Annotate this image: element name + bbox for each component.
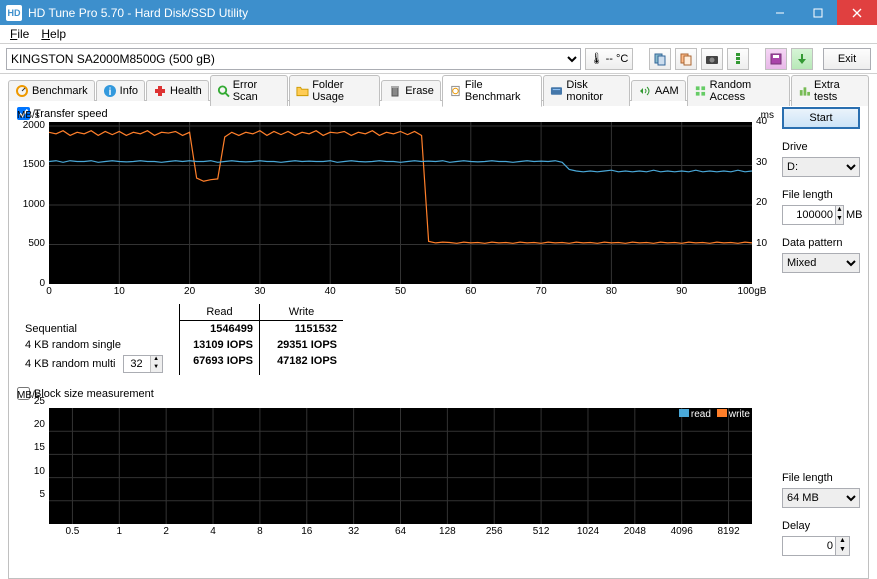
- queue-depth-input[interactable]: [124, 358, 150, 370]
- copy-info-icon[interactable]: [649, 48, 671, 70]
- spin-up-icon[interactable]: ▲: [836, 206, 843, 215]
- tab-extratests[interactable]: Extra tests: [791, 75, 869, 106]
- row-rnd-multi: 4 KB random multi ▲▼: [19, 353, 179, 375]
- col-read: Read: [179, 304, 259, 321]
- tab-label: Folder Usage: [312, 79, 373, 103]
- exit-button[interactable]: Exit: [823, 48, 871, 70]
- transfer-speed-label: Transfer speed: [34, 108, 108, 120]
- queue-depth-spinner[interactable]: ▲▼: [123, 355, 163, 373]
- block-legend: read write: [679, 409, 750, 420]
- tab-label: Info: [120, 85, 138, 97]
- transfer-chart-wrap: MB/s ms 20001500100050004030201001020304…: [49, 122, 752, 284]
- transfer-chart: [49, 122, 752, 284]
- block-size-label: Block size measurement: [34, 388, 154, 400]
- spin-down-icon[interactable]: ▼: [836, 215, 843, 224]
- delay-input[interactable]: [782, 536, 836, 556]
- rnd-multi-read: 67693 IOPS: [179, 353, 259, 375]
- spin-up-icon[interactable]: ▲: [836, 537, 849, 546]
- app-icon: HD: [6, 5, 22, 21]
- tab-diskmonitor[interactable]: Disk monitor: [543, 75, 629, 106]
- legend-write: write: [729, 409, 750, 420]
- save-icon[interactable]: [765, 48, 787, 70]
- block-chart-wrap: MB/s read write 2520151050.5124816326412…: [49, 402, 752, 524]
- delay-spinner: ▲▼: [782, 536, 860, 556]
- close-button[interactable]: [837, 0, 877, 25]
- tab-label: Benchmark: [32, 85, 88, 97]
- copy-screenshot-icon[interactable]: [675, 48, 697, 70]
- drive-select-wrap: KINGSTON SA2000M8500G (500 gB): [6, 48, 581, 70]
- pattern-select[interactable]: Mixed: [782, 253, 860, 273]
- block-chart-svg: [49, 408, 752, 524]
- filelen2-label: File length: [782, 472, 860, 484]
- tab-label: Extra tests: [814, 79, 862, 103]
- filelen-unit: MB: [846, 205, 863, 225]
- transfer-chart-svg: [49, 122, 752, 284]
- titlebar: HD HD Tune Pro 5.70 - Hard Disk/SSD Util…: [0, 0, 877, 25]
- minimize-button[interactable]: [761, 0, 799, 25]
- tab-label: Erase: [405, 85, 434, 97]
- tab-aam[interactable]: AAM: [631, 80, 686, 101]
- spin-down-icon[interactable]: ▼: [836, 546, 849, 555]
- tab-label: Random Access: [710, 79, 783, 103]
- main-panel: Transfer speed MB/s ms 20001500100050004…: [8, 100, 869, 579]
- menu-file[interactable]: File: [4, 25, 35, 43]
- pattern-label: Data pattern: [782, 237, 860, 249]
- legend-read-swatch: [679, 409, 689, 417]
- options-icon[interactable]: [727, 48, 749, 70]
- tab-label: Health: [170, 85, 202, 97]
- block-chart: read write: [49, 408, 752, 524]
- menubar: File Help: [0, 25, 877, 44]
- tab-errorscan[interactable]: Error Scan: [210, 75, 288, 106]
- drive-label: Drive: [782, 141, 860, 153]
- rnd-multi-label: 4 KB random multi: [25, 358, 115, 370]
- tab-label: File Benchmark: [465, 79, 536, 103]
- svg-text:i: i: [108, 87, 111, 98]
- transfer-speed-checkbox[interactable]: Transfer speed: [17, 107, 774, 120]
- filelen2-select[interactable]: 64 MB: [782, 488, 860, 508]
- tab-randomaccess[interactable]: Random Access: [687, 75, 790, 106]
- delay-label: Delay: [782, 520, 860, 532]
- spin-down-icon[interactable]: ▼: [150, 364, 162, 372]
- start-button[interactable]: Start: [782, 107, 860, 129]
- filelen-input[interactable]: [782, 205, 836, 225]
- drive-letter-select[interactable]: D:: [782, 157, 860, 177]
- filelen-spinner: ▲▼ MB: [782, 205, 860, 225]
- toolbar: KINGSTON SA2000M8500G (500 gB) 🌡 -- °C E…: [0, 44, 877, 74]
- seq-write: 1151532: [259, 321, 343, 337]
- tab-strip: Benchmark i Info Health Error Scan Folder…: [0, 74, 877, 100]
- filelen-label: File length: [782, 189, 860, 201]
- rnd-single-read: 13109 IOPS: [179, 337, 259, 353]
- tab-erase[interactable]: Erase: [381, 80, 441, 101]
- col-write: Write: [259, 304, 343, 321]
- results-table: Read Write Sequential 1546499 1151532 4 …: [19, 304, 774, 375]
- temperature-display: 🌡 -- °C: [585, 48, 633, 70]
- legend-read: read: [691, 409, 711, 420]
- rnd-single-write: 29351 IOPS: [259, 337, 343, 353]
- legend-write-swatch: [717, 409, 727, 417]
- drive-select[interactable]: KINGSTON SA2000M8500G (500 gB): [6, 48, 581, 70]
- right-column: Start Drive D: File length ▲▼ MB Data pa…: [782, 107, 860, 572]
- tab-filebenchmark[interactable]: File Benchmark: [442, 75, 543, 107]
- screenshot-icon[interactable]: [701, 48, 723, 70]
- spin-up-icon[interactable]: ▲: [150, 356, 162, 364]
- temperature-value: -- °C: [606, 53, 629, 65]
- block-size-checkbox[interactable]: Block size measurement: [17, 387, 774, 400]
- window-title: HD Tune Pro 5.70 - Hard Disk/SSD Utility: [28, 6, 761, 20]
- seq-read: 1546499: [179, 321, 259, 337]
- thermometer-icon: 🌡: [590, 52, 604, 65]
- left-column: Transfer speed MB/s ms 20001500100050004…: [17, 107, 774, 572]
- tab-label: Error Scan: [233, 79, 282, 103]
- maximize-button[interactable]: [799, 0, 837, 25]
- menu-help[interactable]: Help: [35, 25, 72, 43]
- tab-folderusage[interactable]: Folder Usage: [289, 75, 380, 106]
- tab-health[interactable]: Health: [146, 80, 209, 101]
- row-rnd-single: 4 KB random single: [19, 337, 179, 353]
- tab-info[interactable]: i Info: [96, 80, 145, 101]
- load-icon[interactable]: [791, 48, 813, 70]
- tab-label: AAM: [655, 85, 679, 97]
- rnd-multi-write: 47182 IOPS: [259, 353, 343, 375]
- row-sequential: Sequential: [19, 321, 179, 337]
- tab-benchmark[interactable]: Benchmark: [8, 80, 95, 101]
- tab-label: Disk monitor: [566, 79, 622, 103]
